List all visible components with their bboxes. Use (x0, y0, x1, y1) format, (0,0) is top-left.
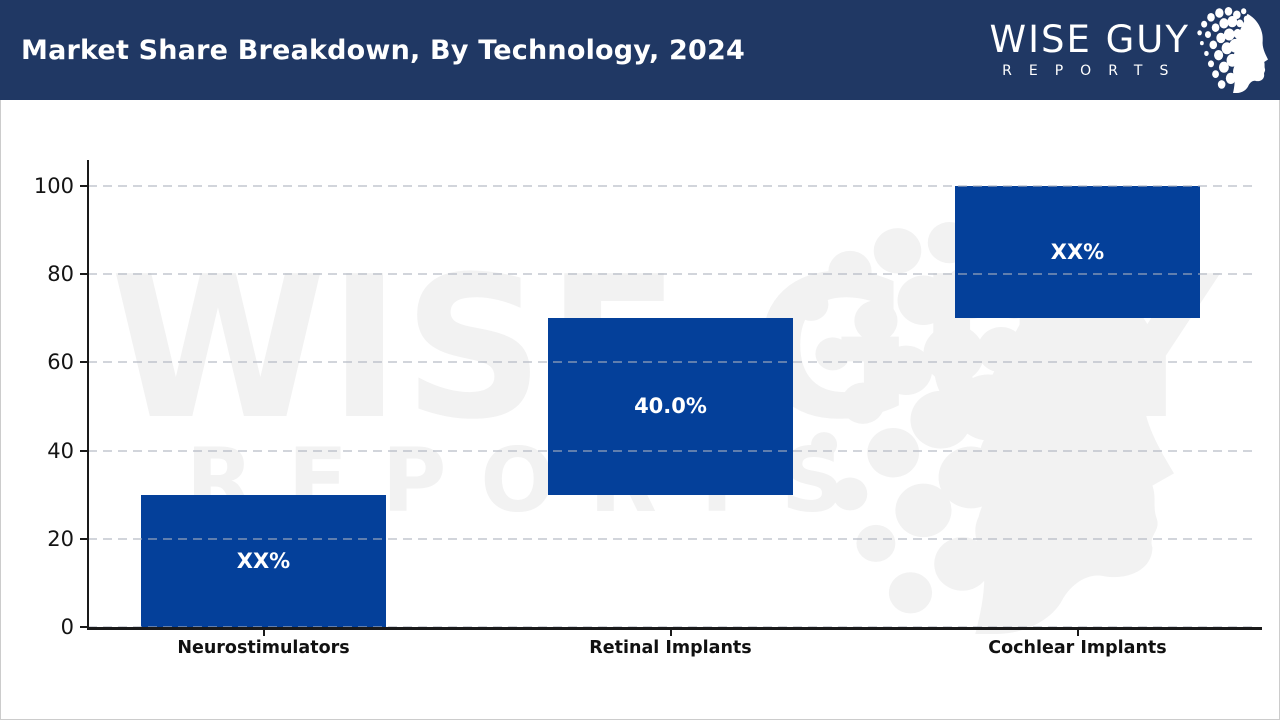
x-axis-category-label: Cochlear Implants (988, 638, 1167, 658)
y-axis-tick-label: 80 (47, 262, 74, 287)
logo-name-label: WISE GUY (989, 18, 1190, 61)
page-title: Market Share Breakdown, By Technology, 2… (21, 34, 746, 66)
dotted-head-logo-icon (1192, 7, 1268, 94)
bar-value-label: XX% (1050, 240, 1105, 265)
y-axis-tick-mark (80, 273, 88, 276)
bar-segment: XX% (141, 494, 386, 627)
logo-tagline-label: REPORTS (1002, 63, 1186, 79)
x-axis-tick-mark (262, 629, 265, 636)
y-axis-tick-label: 40 (47, 438, 74, 463)
y-axis-spine (87, 160, 89, 629)
gridline (88, 449, 1256, 452)
bar-segment: XX% (955, 186, 1200, 319)
x-axis-category-label: Neurostimulators (177, 638, 350, 658)
gridline (88, 273, 1256, 276)
bar-segment: 40.0% (548, 318, 793, 495)
x-axis-tick-mark (669, 629, 672, 636)
y-axis-tick-label: 100 (33, 174, 74, 198)
bar-value-label: 40.0% (634, 394, 707, 419)
y-axis-tick-mark (80, 361, 88, 364)
logo-text: WISE GUY REPORTS (990, 21, 1190, 79)
y-axis-tick-mark (80, 626, 88, 628)
bar-value-label: XX% (236, 548, 291, 573)
gridline (88, 537, 1256, 540)
y-axis-tick-label: 0 (60, 615, 74, 639)
y-axis-tick-mark (80, 537, 88, 540)
header: Market Share Breakdown, By Technology, 2… (0, 0, 1280, 100)
gridline (88, 361, 1256, 364)
y-axis-tick-mark (80, 185, 88, 187)
wise-guy-reports-logo: WISE GUY REPORTS (990, 7, 1268, 94)
y-axis-tick-label: 60 (47, 350, 74, 375)
x-axis-spine (87, 627, 1262, 630)
gridline (88, 185, 1256, 187)
x-axis-category-label: Retinal Implants (589, 638, 752, 658)
y-axis-tick-label: 20 (47, 526, 74, 551)
x-axis-tick-mark (1076, 629, 1079, 636)
y-axis-tick-mark (80, 449, 88, 452)
